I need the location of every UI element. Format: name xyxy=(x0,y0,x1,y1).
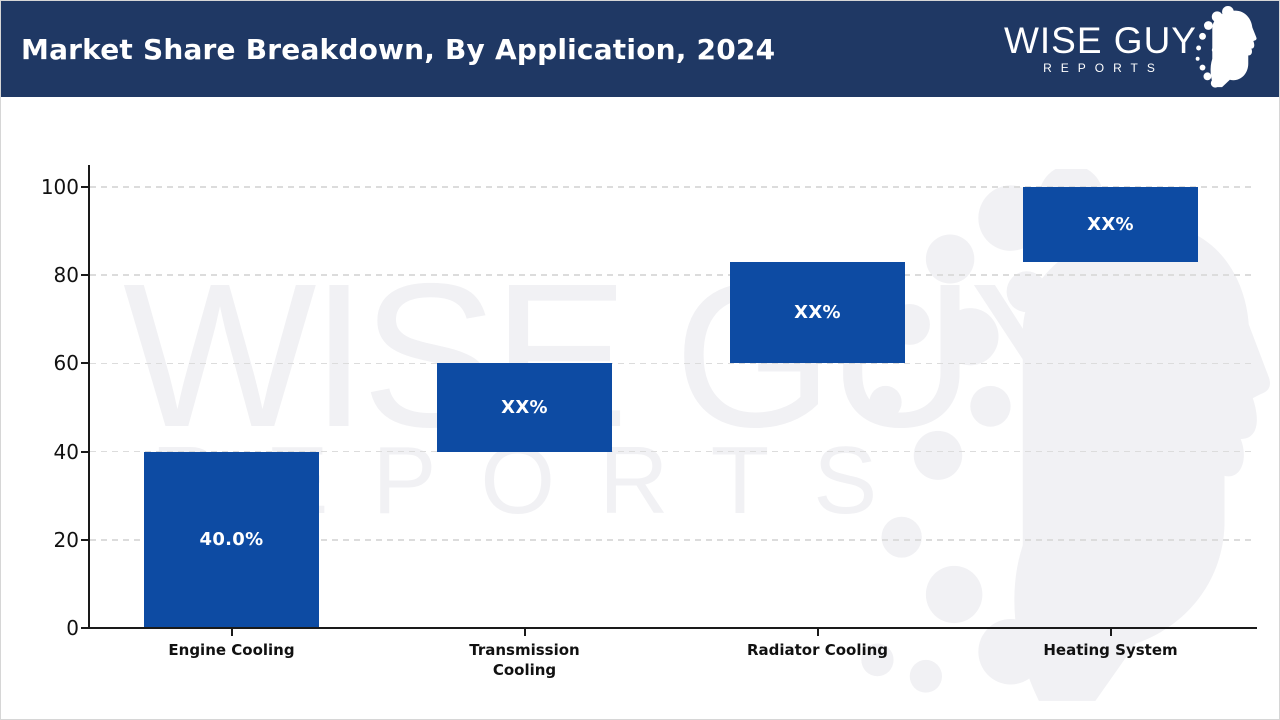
header: Market Share Breakdown, By Application, … xyxy=(1,1,1279,97)
gridline-y100 xyxy=(90,186,1255,188)
logo-face-icon xyxy=(1195,5,1257,88)
logo-wordmark: WISE GUY xyxy=(1003,20,1197,61)
y-axis-tick-label: 60 xyxy=(53,351,79,376)
x-axis-spine xyxy=(88,627,1257,629)
gridline-y60 xyxy=(90,362,1255,365)
gridline-y80 xyxy=(90,274,1255,276)
y-axis-tick-mark xyxy=(81,538,88,541)
bar-engine-cooling: 40.0% xyxy=(144,451,319,628)
bar-value-label: XX% xyxy=(794,302,841,324)
bar-value-label: 40.0% xyxy=(199,529,264,551)
x-axis-category-label: Heating System xyxy=(1043,641,1178,659)
y-axis-tick-mark xyxy=(81,627,88,629)
gridline-y20 xyxy=(90,539,1255,541)
x-axis-tick-mark xyxy=(1109,629,1112,636)
y-axis-tick-label: 0 xyxy=(66,616,79,640)
bar-value-label: XX% xyxy=(501,396,548,418)
x-axis-tick-mark xyxy=(816,629,819,636)
y-axis-spine xyxy=(88,165,90,629)
y-axis-tick-mark xyxy=(81,450,88,453)
y-axis-tick-label: 100 xyxy=(40,175,79,199)
x-axis-category-label: Radiator Cooling xyxy=(746,641,889,659)
y-axis-tick-label: 80 xyxy=(53,263,79,288)
bar-heating-system: XX% xyxy=(1023,187,1198,262)
chart-title: Market Share Breakdown, By Application, … xyxy=(21,32,776,66)
x-axis-tick-mark xyxy=(523,629,526,636)
logo-subtext: REPORTS xyxy=(1043,61,1164,75)
bar-transmission-cooling: XX% xyxy=(437,363,612,452)
y-axis-tick-mark xyxy=(81,274,88,277)
y-axis-tick-mark xyxy=(81,186,88,188)
x-axis-category-label: Transmission Cooling xyxy=(469,641,580,680)
bar-value-label: XX% xyxy=(1087,213,1134,235)
x-axis-tick-mark xyxy=(230,629,233,636)
x-axis-category-label: Engine Cooling xyxy=(168,641,295,659)
wiseguy-logo: WISE GUY REPORTS xyxy=(1004,5,1267,91)
y-axis-tick-label: 40 xyxy=(53,439,79,464)
y-axis-tick-mark xyxy=(81,362,88,365)
y-axis-tick-label: 20 xyxy=(53,527,79,552)
bar-radiator-cooling: XX% xyxy=(730,261,905,364)
gridline-y40 xyxy=(90,450,1255,453)
